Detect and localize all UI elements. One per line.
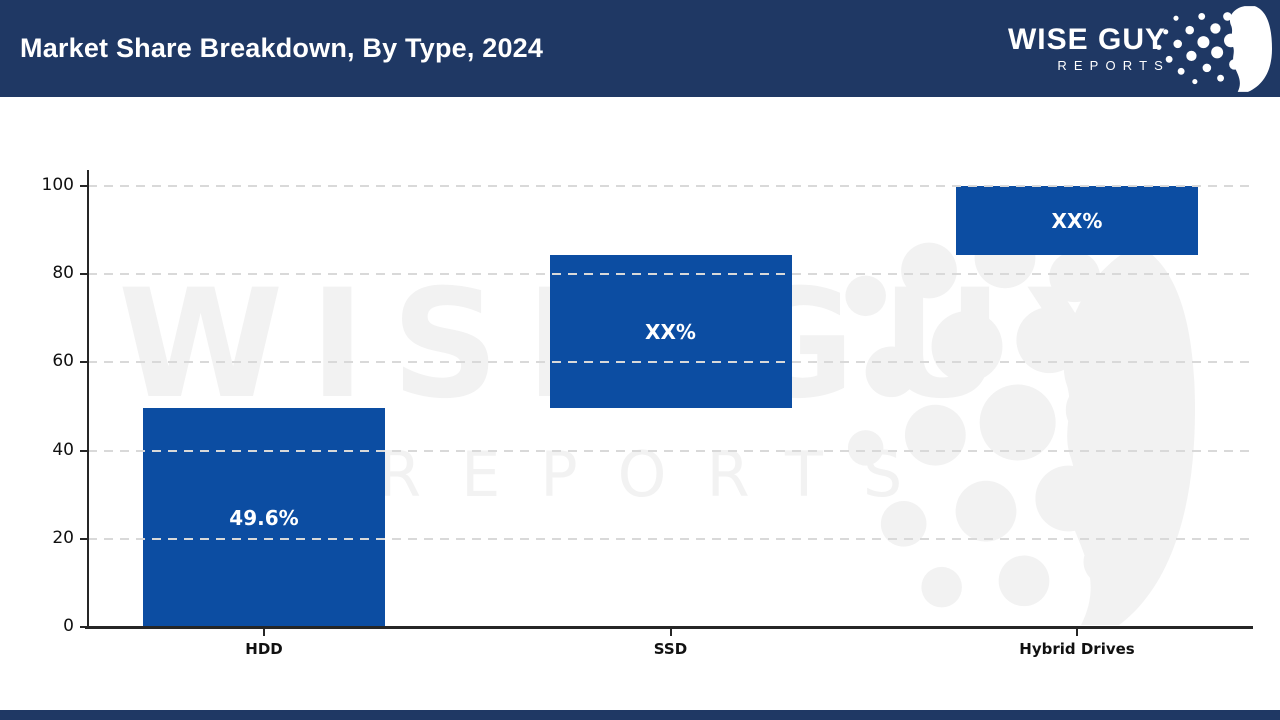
y-tick-mark: [80, 361, 87, 364]
x-tick-mark: [1076, 629, 1078, 636]
y-tick-label: 100: [41, 175, 74, 195]
x-axis-line: [85, 626, 1253, 629]
gridline-40: [88, 449, 1253, 452]
watermark-head-icon: [845, 227, 1195, 626]
x-tick-mark: [669, 629, 672, 636]
x-tick-mark: [263, 629, 265, 636]
x-category-label: HDD: [245, 640, 283, 658]
y-tick-label: 80: [52, 263, 74, 284]
x-category-label: Hybrid Drives: [1019, 640, 1135, 658]
bar-hdd: 49.6%: [143, 408, 385, 627]
gridline-60: [88, 361, 1253, 364]
y-tick-label: 20: [52, 527, 74, 548]
chart-title: Market Share Breakdown, By Type, 2024: [20, 33, 544, 63]
wiseguy-head-icon: [1156, 5, 1272, 92]
footer-bar: [0, 710, 1280, 720]
logo-subtitle: REPORTS: [1057, 58, 1170, 73]
y-tick-label: 60: [52, 351, 74, 372]
y-tick-label: 0: [63, 616, 74, 636]
y-tick-label: 40: [52, 439, 74, 460]
gridline-80: [88, 273, 1253, 276]
y-tick-mark: [80, 537, 87, 540]
gridline-20: [88, 537, 1253, 540]
brand-logo: WISE GUY REPORTS: [1007, 5, 1280, 92]
logo-wordmark: WISE GUY: [1007, 23, 1166, 56]
bar-value-label: XX%: [1051, 208, 1103, 233]
bar-value-label: 49.6%: [229, 505, 299, 530]
y-tick-mark: [80, 626, 87, 628]
bar-hybrid-drives: XX%: [956, 186, 1198, 256]
bar-ssd: XX%: [549, 255, 792, 409]
gridline-100: [88, 185, 1253, 187]
y-axis-line: [87, 170, 89, 628]
y-tick-mark: [80, 273, 87, 276]
bar-value-label: XX%: [645, 319, 696, 344]
logo-text: WISE GUY REPORTS: [1007, 23, 1166, 73]
x-category-label: SSD: [653, 640, 688, 658]
y-tick-mark: [80, 449, 87, 452]
y-tick-mark: [80, 185, 87, 187]
header-bar: Market Share Breakdown, By Type, 2024 WI…: [0, 0, 1280, 97]
